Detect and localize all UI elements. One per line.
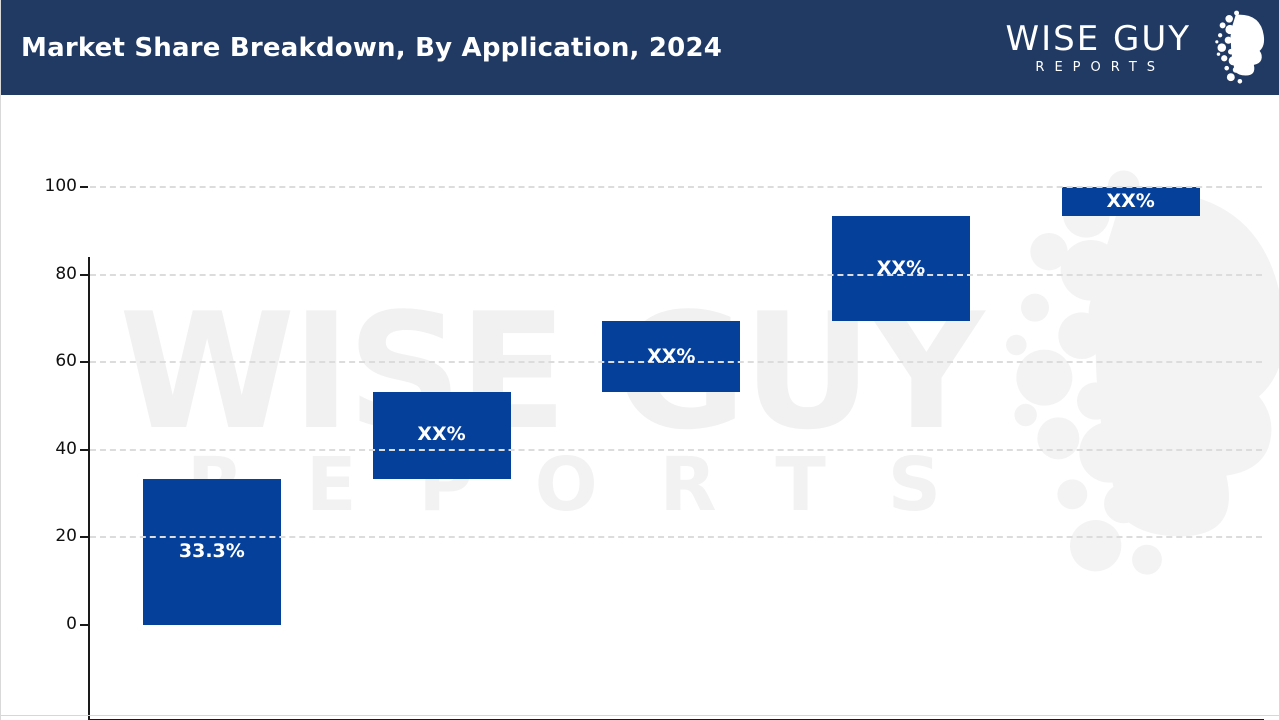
- bar-value-label: 33.3%: [178, 540, 245, 563]
- y-tick-label: 0: [66, 614, 77, 634]
- y-tick-mark: [80, 186, 88, 188]
- waterfall-chart: 02040608010033.3%MeatXX%SeafoodXX%Fruits…: [1, 95, 1279, 720]
- y-axis-line: [88, 257, 90, 720]
- bar-fruits: [602, 321, 741, 392]
- header-bar: Market Share Breakdown, By Application, …: [1, 0, 1279, 95]
- gridline-60: [90, 361, 1262, 364]
- bar-meat: [142, 479, 281, 625]
- y-tick-label: 60: [55, 351, 77, 372]
- y-tick-mark: [80, 536, 88, 539]
- y-tick-label: 80: [55, 263, 77, 284]
- wise-guy-logo: WISE GUY REPORTS: [1005, 8, 1267, 88]
- bar-value-label: XX%: [876, 256, 926, 279]
- bar-value-label: XX%: [647, 344, 696, 367]
- watermark-reports: REPORTS: [187, 442, 1004, 528]
- page-title: Market Share Breakdown, By Application, …: [21, 32, 723, 63]
- bar-seafood: [372, 391, 511, 480]
- gridline-20: [90, 536, 1262, 539]
- y-tick-label: 100: [44, 176, 77, 196]
- y-tick-mark: [80, 624, 88, 626]
- watermark-face-icon: [1006, 170, 1279, 575]
- y-tick-mark: [80, 273, 88, 276]
- bar-dairy: [1061, 187, 1200, 217]
- bar-value-label: XX%: [1106, 189, 1155, 212]
- bar-vegetables: [831, 216, 970, 322]
- gridline-40: [90, 448, 1262, 451]
- logo-text: WISE GUY REPORTS: [1005, 22, 1191, 74]
- y-tick-label: 20: [55, 526, 77, 547]
- gridline-80: [90, 273, 1262, 276]
- y-tick-label: 40: [55, 438, 77, 459]
- logo-subtext: REPORTS: [1035, 59, 1166, 75]
- gridline-100: [90, 186, 1262, 188]
- bar-value-label: XX%: [417, 423, 466, 446]
- logo-face-icon: [1215, 10, 1265, 84]
- y-tick-mark: [80, 361, 88, 364]
- logo-wordmark: WISE GUY: [1005, 18, 1191, 59]
- y-tick-mark: [80, 448, 88, 451]
- bottom-border: [1, 715, 1279, 716]
